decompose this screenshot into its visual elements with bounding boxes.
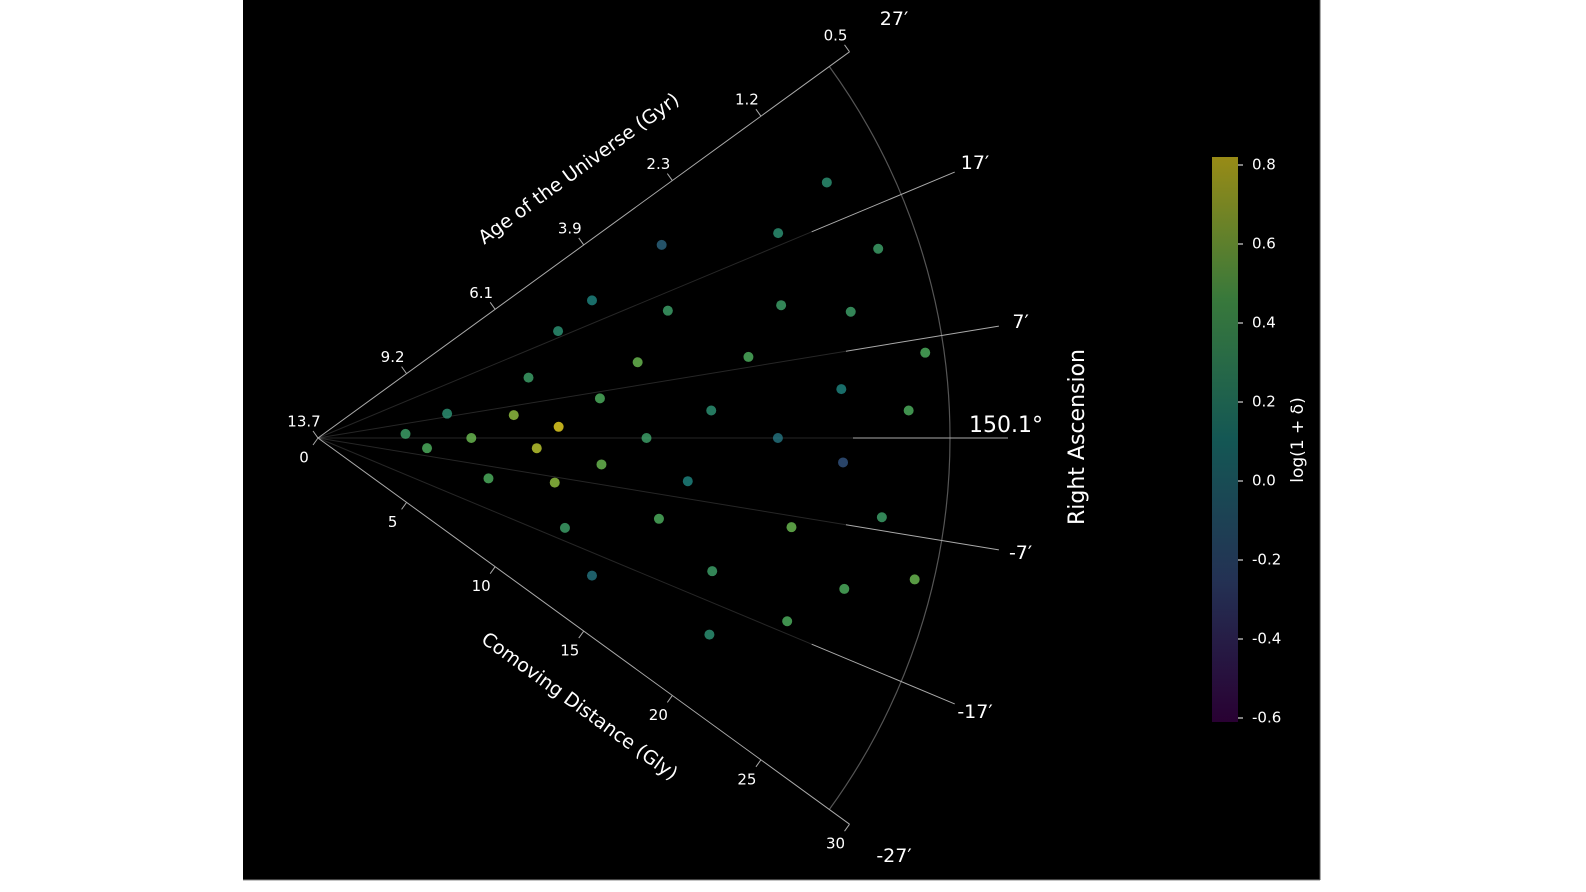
- data-point: [786, 522, 797, 533]
- theta-tick-label: 27′: [880, 8, 909, 30]
- r-tick-label: 5: [388, 513, 398, 531]
- r-tick: [578, 630, 585, 639]
- age-tick: [666, 173, 673, 181]
- data-point: [920, 347, 931, 358]
- age-tick: [401, 366, 407, 374]
- colorbar-tick-label: 0.4: [1252, 314, 1276, 332]
- theta-tick: [811, 171, 955, 233]
- data-point: [553, 421, 564, 432]
- colorbar-tick-label: 0.8: [1252, 156, 1276, 174]
- r-tick: [666, 695, 673, 703]
- theta-tick-label: 7′: [1012, 311, 1028, 333]
- data-point: [782, 616, 793, 627]
- r-tick-label: 10: [472, 577, 491, 595]
- data-point: [466, 433, 477, 443]
- data-point: [836, 384, 847, 395]
- theta-tick: [845, 325, 999, 352]
- data-point: [704, 629, 715, 640]
- data-point: [772, 433, 783, 443]
- colorbar-tick-label: -0.2: [1252, 551, 1281, 569]
- age-tick-label: 9.2: [381, 348, 405, 366]
- theta-tick: [811, 643, 955, 705]
- data-point: [653, 513, 664, 524]
- data-point: [821, 177, 832, 188]
- grid-line: [317, 437, 846, 526]
- colorbar-tick-label: -0.4: [1252, 630, 1281, 648]
- r-tick: [844, 823, 850, 832]
- colorbar-tick-label: 0.2: [1252, 393, 1276, 411]
- r-tick: [489, 566, 496, 575]
- data-point: [641, 433, 652, 443]
- data-point: [845, 306, 856, 317]
- data-point: [586, 295, 597, 306]
- data-point: [422, 443, 433, 454]
- data-point: [508, 410, 519, 421]
- data-point: [531, 443, 542, 454]
- data-point: [523, 372, 534, 383]
- data-point: [743, 351, 754, 362]
- age-tick: [312, 430, 319, 439]
- grid-line: [317, 437, 812, 645]
- age-tick-label: 3.9: [558, 219, 582, 237]
- theta-axis-label: Right Ascension: [1065, 349, 1090, 525]
- theta-tick-label: -7′: [1009, 542, 1032, 564]
- colorbar: [1212, 157, 1238, 722]
- data-point: [873, 243, 884, 254]
- age-tick-label: 0.5: [824, 26, 848, 44]
- data-point: [909, 574, 920, 585]
- age-tick: [844, 44, 850, 53]
- data-point: [776, 300, 787, 311]
- theta-tick-label: -17′: [957, 701, 992, 723]
- data-point: [706, 405, 717, 416]
- data-point: [442, 408, 453, 419]
- data-point: [903, 405, 914, 416]
- r-tick-label: 0: [299, 449, 309, 467]
- data-point: [682, 476, 693, 487]
- colorbar-tick-label: -0.6: [1252, 709, 1281, 727]
- data-point: [553, 326, 564, 337]
- data-point: [483, 473, 494, 484]
- data-point: [773, 228, 784, 239]
- theta-tick-label: -27′: [876, 845, 911, 867]
- theta-tick-label: 150.1°: [969, 413, 1043, 438]
- data-point: [596, 459, 607, 470]
- r-tick: [312, 437, 319, 446]
- age-tick-label: 13.7: [287, 413, 320, 431]
- data-point: [656, 239, 667, 250]
- r-tick-label: 15: [560, 642, 579, 660]
- data-point: [549, 477, 560, 488]
- colorbar-tick-label: 0.6: [1252, 235, 1276, 253]
- data-point: [400, 428, 411, 439]
- age-tick: [755, 108, 762, 117]
- r-tick-label: 30: [826, 835, 845, 853]
- data-point: [586, 570, 597, 581]
- grid-line: [317, 231, 812, 439]
- r-tick-label: 25: [737, 770, 756, 788]
- data-point: [839, 583, 850, 594]
- data-point: [838, 457, 849, 468]
- age-tick-label: 1.2: [735, 91, 759, 109]
- r-tick: [401, 502, 407, 510]
- grid-line: [317, 350, 846, 439]
- data-point: [707, 566, 718, 577]
- data-point: [662, 305, 673, 316]
- r-tick: [755, 759, 762, 768]
- age-tick-label: 2.3: [646, 155, 670, 173]
- age-tick-label: 6.1: [469, 284, 493, 302]
- colorbar-label: log(1 + δ): [1288, 397, 1308, 482]
- data-point: [594, 393, 605, 404]
- age-tick: [578, 237, 585, 246]
- colorbar-tick-label: 0.0: [1252, 472, 1276, 490]
- data-point: [632, 357, 643, 368]
- r-tick-label: 20: [649, 706, 668, 724]
- age-tick: [489, 301, 496, 310]
- data-point: [559, 522, 570, 533]
- theta-tick-label: 17′: [961, 152, 990, 174]
- theta-tick: [845, 524, 999, 551]
- data-point: [876, 512, 887, 523]
